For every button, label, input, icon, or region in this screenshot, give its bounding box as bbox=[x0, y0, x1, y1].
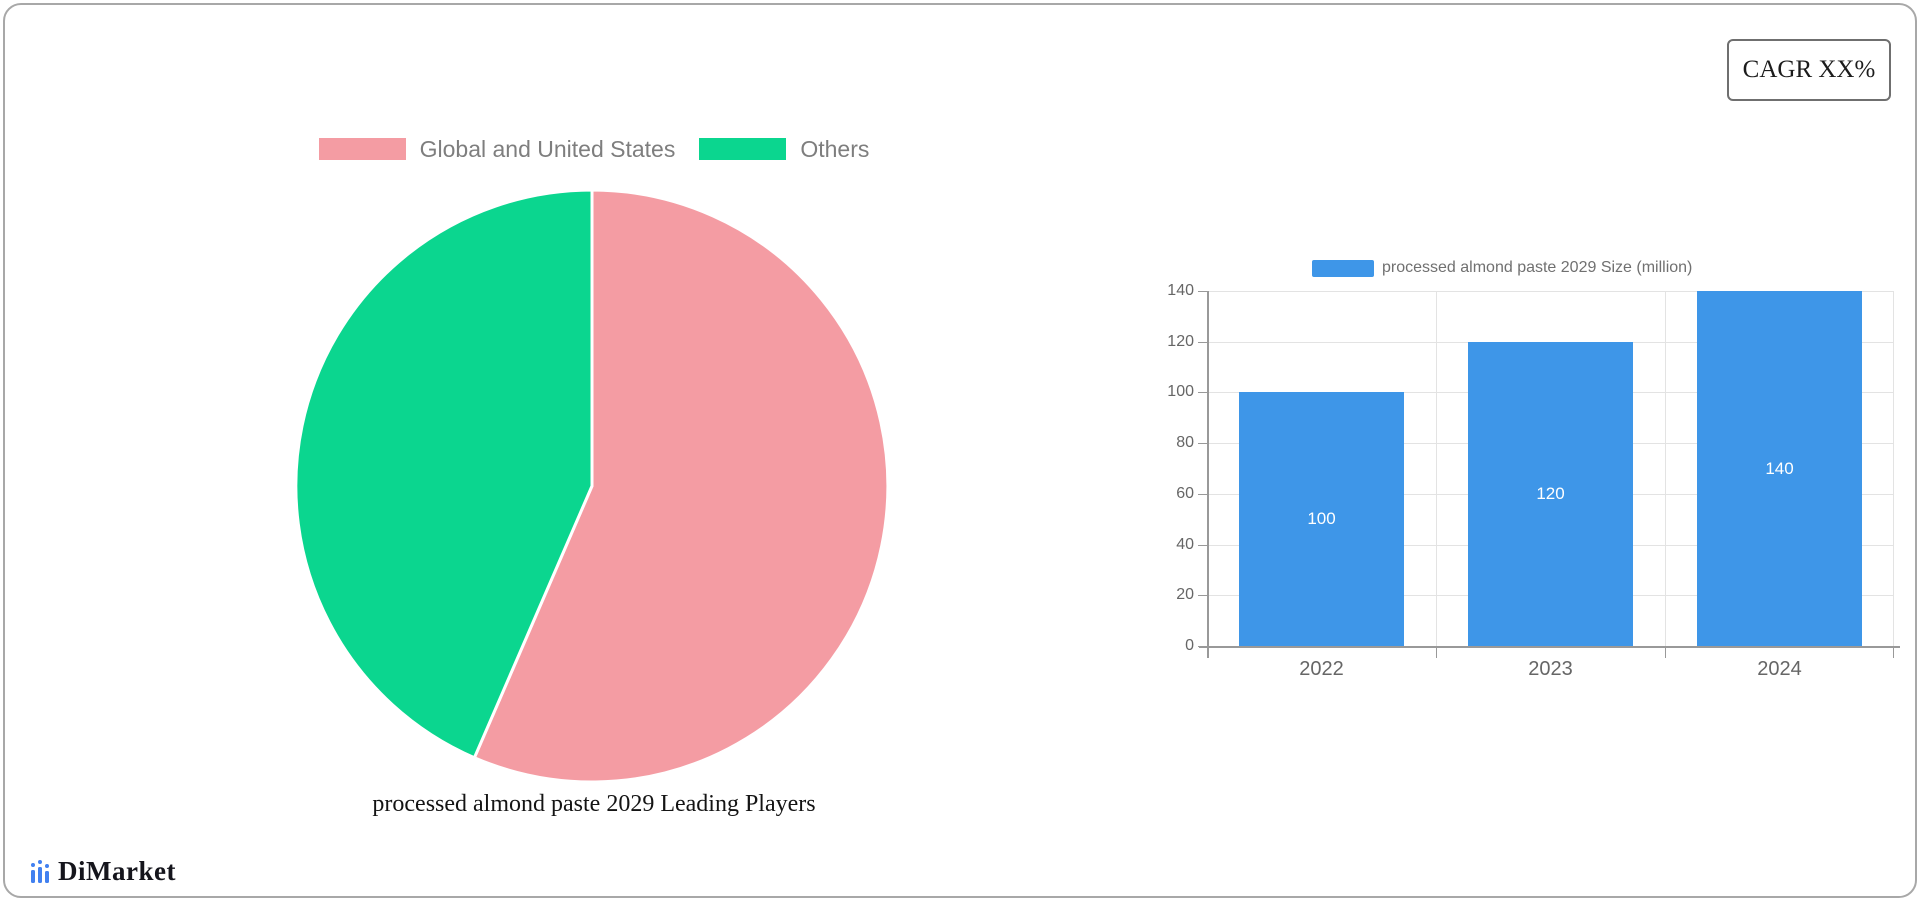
bar-value-2024: 140 bbox=[1765, 458, 1794, 478]
pie-slice-0 bbox=[472, 188, 890, 784]
cagr-label: CAGR XX% bbox=[1742, 56, 1876, 83]
y-axis-tick-120 bbox=[1198, 341, 1207, 343]
y-axis-label-120: 120 bbox=[1167, 332, 1194, 350]
bar-2023 bbox=[1468, 341, 1633, 646]
brand-footer: DiMarket bbox=[30, 856, 176, 887]
bar-2024 bbox=[1697, 291, 1862, 646]
y-axis-tick-100 bbox=[1198, 392, 1207, 394]
x-axis-label-2022: 2022 bbox=[1299, 658, 1344, 680]
y-axis-label-20: 20 bbox=[1176, 586, 1194, 604]
legend-item-others: Others bbox=[699, 136, 869, 163]
bar-2022 bbox=[1239, 392, 1404, 646]
y-axis-tick-60 bbox=[1198, 493, 1207, 495]
y-axis-tick-40 bbox=[1198, 544, 1207, 546]
x-axis-line bbox=[1199, 646, 1900, 648]
y-axis-tick-20 bbox=[1198, 595, 1207, 597]
x-axis-label-2023: 2023 bbox=[1528, 658, 1573, 680]
bar-chart-legend: processed almond paste 2029 Size (millio… bbox=[1312, 258, 1692, 278]
legend-label-global-us: Global and United States bbox=[419, 135, 676, 162]
bar-chart-logo-icon bbox=[31, 860, 49, 883]
y-axis-label-40: 40 bbox=[1176, 535, 1194, 553]
y-axis-label-60: 60 bbox=[1176, 484, 1194, 502]
cagr-box: CAGR XX% bbox=[1727, 39, 1891, 101]
legend-swatch-global-us bbox=[318, 138, 406, 160]
x-axis-tick-3 bbox=[1893, 646, 1894, 658]
y-axis-tick-140 bbox=[1198, 291, 1207, 292]
legend-swatch-others bbox=[699, 138, 787, 160]
y-axis-label-100: 100 bbox=[1167, 383, 1194, 401]
pie-legend: Global and United States Others bbox=[5, 134, 1183, 164]
x-axis-tick-1 bbox=[1436, 646, 1437, 658]
report-card: CAGR XX% Global and United States Others… bbox=[3, 3, 1917, 898]
pie-chart bbox=[294, 188, 890, 784]
x-axis-label-2024: 2024 bbox=[1757, 658, 1802, 680]
bar-legend-swatch bbox=[1312, 259, 1374, 277]
gridline-x-2 bbox=[1665, 291, 1666, 646]
y-axis-label-80: 80 bbox=[1176, 434, 1194, 452]
x-axis-tick-2 bbox=[1665, 646, 1666, 658]
y-axis-tick-80 bbox=[1198, 443, 1207, 445]
legend-item-global-us: Global and United States bbox=[318, 135, 676, 163]
y-axis-label-0: 0 bbox=[1185, 637, 1194, 654]
gridline-y-140 bbox=[1207, 291, 1894, 292]
brand-name: DiMarket bbox=[58, 856, 176, 886]
pie-slice-1 bbox=[294, 188, 594, 760]
bar-value-2022: 100 bbox=[1307, 509, 1336, 529]
gridline-x-3 bbox=[1893, 291, 1894, 646]
y-axis-label-140: 140 bbox=[1167, 282, 1194, 299]
pie-chart-title: processed almond paste 2029 Leading Play… bbox=[372, 791, 816, 817]
gridline-x-1 bbox=[1436, 291, 1437, 646]
bar-chart-plot: 0 20 40 60 80 100 120 140 100 2022 120 2023 140 2024 bbox=[1167, 282, 1900, 680]
bar-value-2023: 120 bbox=[1536, 483, 1565, 503]
bar-legend-label: processed almond paste 2029 Size (millio… bbox=[1382, 259, 1693, 276]
y-axis-line bbox=[1207, 291, 1209, 658]
legend-label-others: Others bbox=[800, 135, 870, 162]
